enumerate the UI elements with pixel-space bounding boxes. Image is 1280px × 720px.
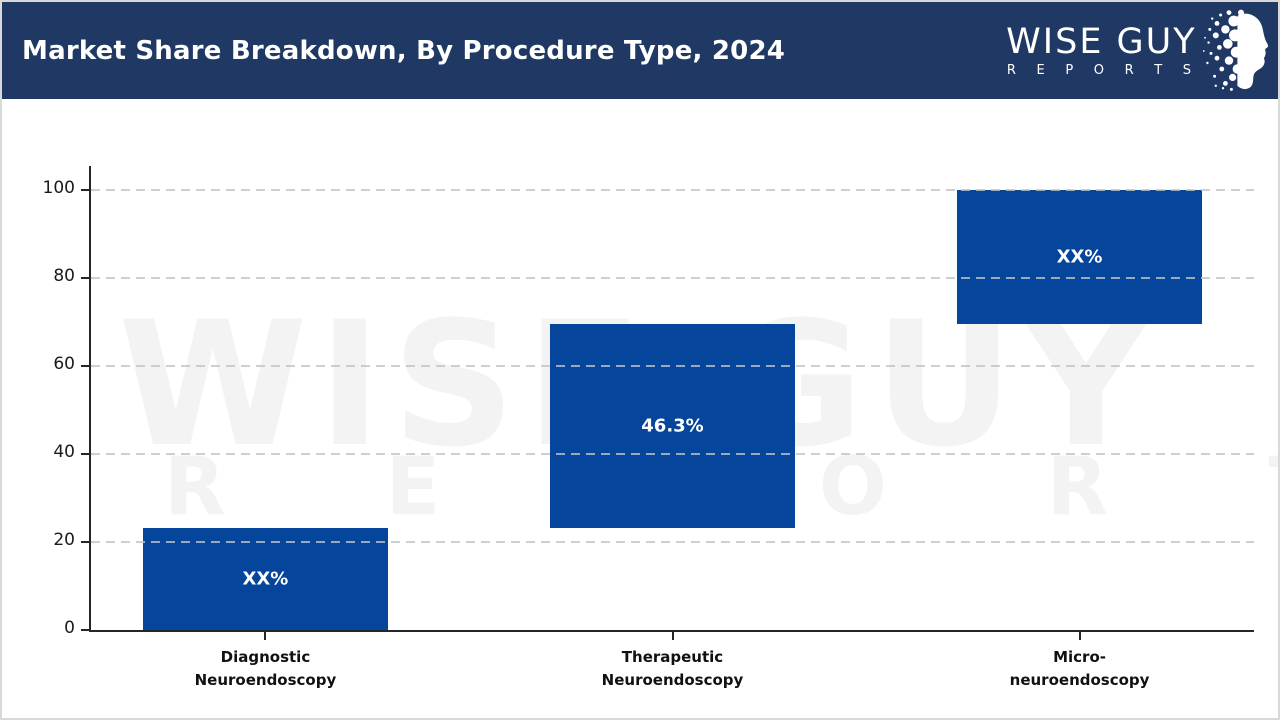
y-axis-tick-label: 80 bbox=[53, 266, 75, 287]
bar-segment bbox=[550, 324, 795, 528]
gridline bbox=[91, 541, 1254, 544]
page-title: Market Share Breakdown, By Procedure Typ… bbox=[22, 35, 786, 66]
x-axis-line bbox=[89, 630, 1254, 632]
y-axis-tick bbox=[81, 629, 89, 631]
bar-value-label: XX% bbox=[1056, 246, 1103, 268]
plot-area: 0 20 40 60 80 100 XX% Diagnostic Neuroendoscopy 4… bbox=[43, 166, 1254, 689]
y-axis-tick bbox=[81, 189, 89, 192]
y-axis-tick-label: 0 bbox=[64, 618, 75, 638]
bar-value-label: 46.3% bbox=[641, 415, 704, 437]
x-axis-category-label: Diagnostic Neuroendoscopy bbox=[194, 648, 337, 689]
y-axis-tick-label: 60 bbox=[53, 354, 75, 375]
y-axis-tick bbox=[81, 541, 89, 544]
y-axis-line bbox=[89, 166, 91, 632]
bar-segment bbox=[143, 527, 388, 630]
x-axis-category-label: Therapeutic Neuroendoscopy bbox=[601, 648, 744, 689]
x-axis-tick bbox=[671, 632, 674, 640]
bar-value-label: XX% bbox=[242, 568, 289, 590]
header: Market Share Breakdown, By Procedure Typ… bbox=[2, 2, 1278, 99]
y-axis-tick bbox=[81, 277, 89, 280]
y-axis-tick bbox=[81, 453, 89, 456]
y-axis-tick bbox=[81, 365, 89, 368]
y-axis-tick-label: 20 bbox=[53, 530, 75, 551]
gridline bbox=[91, 453, 1254, 456]
dotted-face-logo-icon bbox=[1202, 9, 1269, 91]
x-axis-tick bbox=[264, 632, 267, 640]
logo-wordmark: WISE GUY bbox=[1006, 21, 1197, 62]
y-axis-tick-label: 40 bbox=[53, 442, 75, 463]
x-axis-category-label: Micro-neuroendoscopy bbox=[1009, 648, 1150, 689]
bar-segment bbox=[957, 190, 1202, 325]
wiseguy-logo: WISE GUY R E P O R T S bbox=[1003, 8, 1274, 94]
gridline bbox=[91, 189, 1254, 192]
y-axis-tick-label: 100 bbox=[42, 178, 75, 199]
gridline bbox=[91, 277, 1254, 280]
gridline bbox=[91, 365, 1254, 368]
logo-sub-wordmark: R E P O R T S bbox=[1006, 62, 1200, 78]
x-axis-tick bbox=[1078, 632, 1081, 640]
